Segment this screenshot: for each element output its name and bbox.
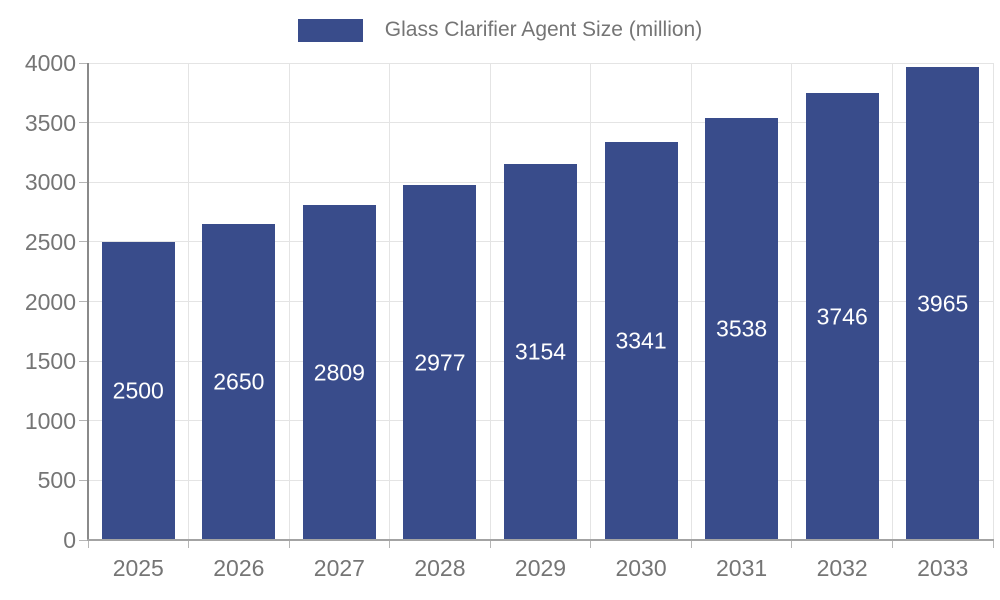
x-axis-tick-label: 2032 — [816, 555, 868, 581]
vgrid-line — [590, 63, 592, 540]
y-axis-tick — [79, 301, 88, 302]
bar-value-label: 2650 — [213, 368, 265, 395]
y-axis-tick-label: 2000 — [24, 288, 76, 315]
bar-2030: 3341 — [604, 141, 678, 540]
bar-value-label: 3538 — [716, 315, 768, 342]
vgrid-line — [188, 63, 190, 540]
x-axis-tick — [690, 540, 692, 548]
bar-value-label: 2809 — [313, 359, 365, 386]
vgrid-line — [791, 63, 793, 540]
x-axis-tick-label: 2033 — [917, 555, 969, 581]
legend: Glass Clarifier Agent Size (million) — [0, 17, 1000, 43]
x-axis-tick-label: 2029 — [514, 555, 567, 581]
bar-value-label: 3746 — [816, 303, 868, 330]
bar-value-label: 3341 — [615, 327, 667, 354]
plot-area: 2500 2650 2809 2977 3154 3341 3538 3746 3965 — [79, 62, 994, 548]
bar-2033: 3965 — [906, 67, 980, 540]
y-axis-tick — [79, 62, 88, 64]
y-axis-tick-label: 2500 — [24, 228, 76, 255]
y-axis-tick — [79, 181, 88, 183]
bar-value-label: 3154 — [514, 338, 567, 365]
vgrid-line — [389, 63, 391, 540]
bar-2032: 3746 — [805, 93, 879, 540]
y-axis-tick — [79, 479, 88, 481]
legend-swatch-icon — [297, 18, 363, 42]
bar-2031: 3538 — [705, 118, 779, 540]
vgrid-line — [690, 63, 692, 540]
y-axis-tick — [79, 539, 88, 541]
x-axis-tick — [188, 540, 190, 548]
bar-2027: 2809 — [302, 205, 376, 540]
vgrid-line — [288, 63, 290, 540]
vgrid-line — [489, 63, 491, 540]
x-axis-tick-label: 2027 — [313, 555, 365, 581]
x-axis-line — [87, 538, 994, 541]
x-axis-tick — [87, 540, 89, 548]
x-axis-tick — [288, 540, 290, 548]
y-axis-tick-label: 3000 — [24, 169, 76, 196]
x-axis-labels: 2025 2026 2027 2028 2029 2030 2031 2032 2033 — [88, 553, 993, 585]
y-axis-tick-label: 0 — [63, 527, 76, 553]
y-axis-tick — [79, 241, 88, 243]
x-axis-tick-label: 2028 — [414, 555, 466, 581]
y-axis-tick — [79, 122, 88, 124]
bar-2025: 2500 — [101, 241, 175, 540]
x-axis-tick — [389, 540, 391, 548]
x-axis-tick — [590, 540, 592, 548]
legend-item[interactable]: Glass Clarifier Agent Size (million) — [297, 17, 703, 43]
bar-2029: 3154 — [504, 163, 577, 540]
x-axis-tick-label: 2025 — [112, 555, 164, 581]
y-axis-tick-label: 1000 — [24, 407, 76, 434]
y-axis-line — [87, 63, 89, 540]
bar-2026: 2650 — [202, 224, 276, 540]
y-axis-tick-label: 4000 — [24, 50, 76, 76]
hgrid-line — [88, 62, 993, 64]
bar-2028: 2977 — [403, 185, 477, 540]
x-axis-tick — [791, 540, 793, 548]
y-axis-tick-label: 500 — [37, 467, 76, 494]
x-axis-tick — [489, 540, 491, 548]
bar-value-label: 2500 — [112, 377, 164, 404]
y-axis-tick-label: 3500 — [24, 109, 76, 136]
x-axis-tick-label: 2030 — [615, 555, 667, 581]
legend-label: Glass Clarifier Agent Size (million) — [384, 18, 703, 41]
y-axis-tick — [79, 420, 88, 422]
vgrid-line — [891, 63, 893, 540]
y-axis-tick — [79, 360, 88, 362]
x-axis-tick — [992, 540, 994, 548]
y-axis-tick-label: 1500 — [24, 348, 76, 375]
x-axis-tick-label: 2026 — [213, 555, 265, 581]
x-axis-tick-label: 2031 — [716, 555, 768, 581]
bar-value-label: 2977 — [414, 349, 466, 375]
x-axis-tick — [891, 540, 893, 548]
vgrid-line — [992, 63, 994, 540]
y-axis-labels: 0 500 1000 1500 2000 2500 3000 3500 4000 — [0, 51, 76, 552]
bar-value-label: 3965 — [917, 290, 969, 317]
